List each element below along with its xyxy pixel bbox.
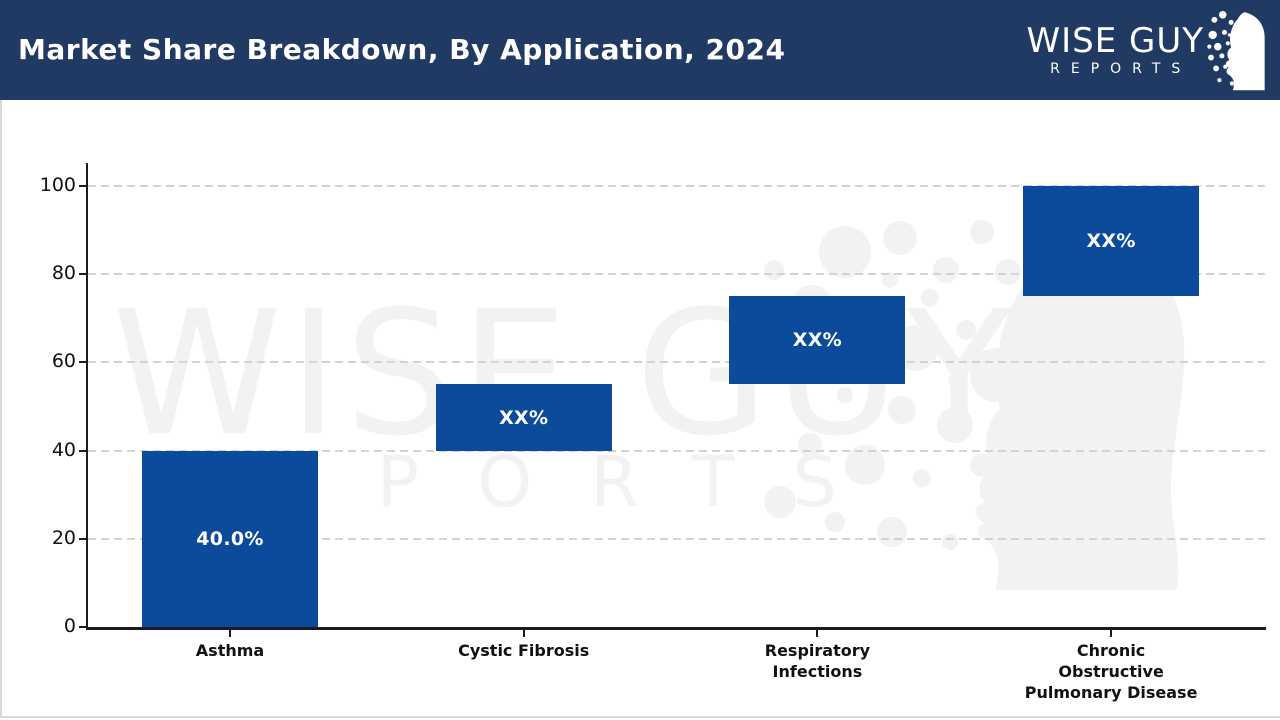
logo-wordmark-line1: WISE GUY [1026,21,1204,61]
y-tick-label: 60 [51,350,76,373]
y-tick-mark [79,626,87,628]
logo-wordmark-line2: REPORTS [1050,61,1192,77]
header: Market Share Breakdown, By Application, … [0,0,1280,100]
x-tick-mark [229,630,231,637]
y-tick-mark [79,361,87,364]
gridline [88,537,1265,540]
y-tick-label: 100 [39,174,76,196]
x-axis-line [86,627,1266,630]
bar-value-label: XX% [792,329,843,352]
logo: WISE GUY REPORTS [1026,8,1268,92]
y-tick-mark [79,273,87,276]
x-tick-mark [816,630,819,637]
y-tick-mark [79,537,87,540]
bar-value-label: XX% [1086,230,1136,253]
gridline [88,185,1265,187]
gridline [88,273,1265,276]
bar: XX% [1023,186,1200,297]
y-tick-label: 80 [51,262,76,285]
chart: WISE GUY REPORTS 0 20 40 60 80 100 40.0% XX% XX… [0,100,1280,720]
bar-value-label: 40.0% [196,527,264,550]
x-tick-mark [1110,630,1113,637]
page-left-border [0,100,2,718]
logo-face-icon [1207,11,1265,91]
y-tick-mark [79,185,87,187]
page-title: Market Share Breakdown, By Application, … [18,33,786,66]
x-tick-mark [522,630,525,637]
bar: 40.0% [142,450,318,627]
y-tick-label: 0 [63,615,76,637]
x-category-label: Chronic Obstructive Pulmonary Disease [1024,641,1198,702]
y-tick-mark [79,449,87,452]
gridline [88,361,1265,364]
y-axis-line [86,163,88,629]
y-tick-label: 20 [51,526,76,549]
y-tick-label: 40 [51,438,76,461]
bar: XX% [435,384,612,451]
bar-value-label: XX% [499,406,549,429]
x-category-label: Asthma [195,641,265,660]
bar: XX% [729,296,906,385]
x-category-label: Cystic Fibrosis [458,641,590,660]
x-category-label: Respiratory Infections [764,641,871,681]
gridline [88,449,1265,452]
logo-wordmark: WISE GUY REPORTS [1026,22,1204,78]
page-bottom-border [0,716,1280,718]
